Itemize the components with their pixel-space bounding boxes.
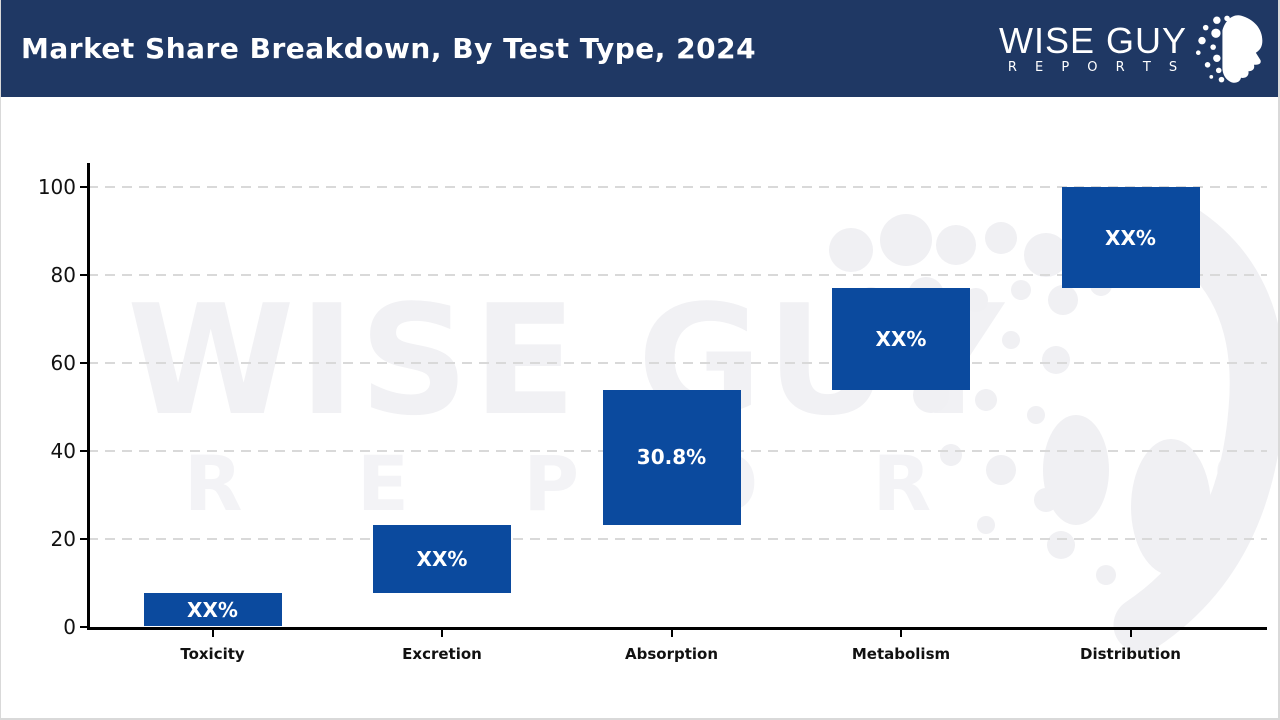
bar-value-label: XX% <box>875 326 927 351</box>
y-axis-line <box>87 163 90 630</box>
x-axis-category-label: Metabolism <box>851 644 951 663</box>
y-axis-tick <box>80 449 88 452</box>
y-axis-tick <box>80 361 88 364</box>
gridline <box>88 361 1267 364</box>
y-axis-tick <box>80 273 88 276</box>
x-axis-tick <box>1129 628 1132 637</box>
x-axis-tick <box>441 628 443 637</box>
x-axis-category-label: Absorption <box>624 644 718 663</box>
x-axis-category-label: Toxicity <box>180 644 245 663</box>
x-axis-line <box>87 626 1267 630</box>
y-axis-tick <box>80 186 88 188</box>
bar <box>602 389 741 525</box>
x-axis-tick <box>211 628 214 637</box>
x-axis-category-label: Distribution <box>1080 644 1181 663</box>
bar <box>832 288 970 390</box>
page-title: Market Share Breakdown, By Test Type, 20… <box>21 32 757 65</box>
brand-logo: WISE GUY R E P O R T S <box>999 9 1267 89</box>
y-axis-tick-label: 80 <box>50 262 76 287</box>
logo-wordmark-line1: WISE GUY <box>998 19 1187 61</box>
bar <box>143 593 282 627</box>
x-axis-tick <box>900 628 902 637</box>
y-axis-tick-label: 20 <box>50 526 76 551</box>
bar <box>373 524 511 594</box>
y-axis-tick <box>80 625 88 628</box>
gridline <box>88 186 1267 188</box>
x-axis-tick <box>670 628 673 637</box>
bar-value-label: XX% <box>1105 225 1156 250</box>
header: Market Share Breakdown, By Test Type, 20… <box>1 0 1278 97</box>
bar-value-label: 30.8% <box>636 445 707 470</box>
watermark-face <box>829 207 1278 653</box>
logo-face-icon <box>1195 14 1263 83</box>
y-axis-tick-label: 40 <box>50 438 76 463</box>
x-axis-category-label: Excretion <box>402 644 482 663</box>
y-axis-tick <box>80 537 88 540</box>
y-axis-tick-label: 100 <box>37 175 76 199</box>
bar-value-label: XX% <box>187 597 238 622</box>
chart-area: WISE GUY R E P O R T S <box>1 97 1278 718</box>
gridline <box>88 273 1267 276</box>
bar <box>1061 187 1200 289</box>
y-axis-tick-label: 0 <box>63 614 76 639</box>
logo-wordmark: WISE GUY R E P O R T S <box>998 19 1187 76</box>
gridline <box>88 537 1267 540</box>
y-axis-tick-label: 60 <box>50 350 76 375</box>
logo-wordmark-line2: R E P O R T S <box>1007 60 1185 76</box>
bar-value-label: XX% <box>416 547 468 572</box>
